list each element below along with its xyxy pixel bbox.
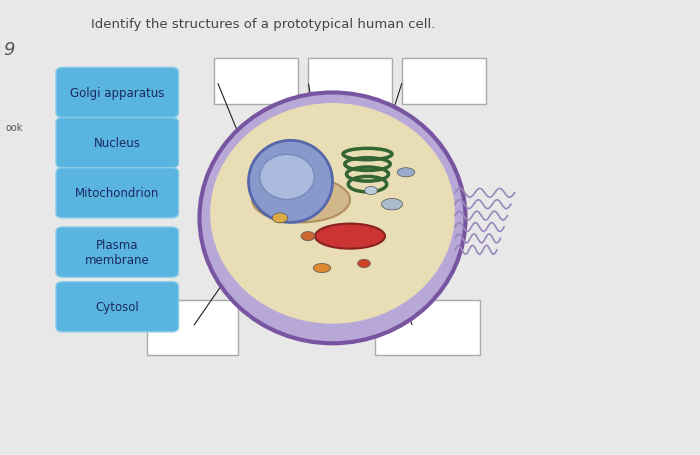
Ellipse shape <box>314 264 330 273</box>
Ellipse shape <box>210 104 455 324</box>
Text: Cytosol: Cytosol <box>95 301 139 313</box>
Ellipse shape <box>248 141 332 223</box>
FancyBboxPatch shape <box>56 118 178 168</box>
Ellipse shape <box>301 232 315 241</box>
Ellipse shape <box>398 168 414 177</box>
Text: 9: 9 <box>4 41 15 59</box>
FancyBboxPatch shape <box>374 300 480 355</box>
Text: ook: ook <box>6 122 23 132</box>
FancyBboxPatch shape <box>402 59 486 105</box>
Text: Plasma
membrane: Plasma membrane <box>85 238 150 267</box>
Text: Mitochondrion: Mitochondrion <box>75 187 160 200</box>
Ellipse shape <box>252 177 350 223</box>
Text: Nucleus: Nucleus <box>94 137 141 150</box>
Ellipse shape <box>365 187 377 195</box>
FancyBboxPatch shape <box>214 59 298 105</box>
Ellipse shape <box>199 93 466 344</box>
FancyBboxPatch shape <box>56 282 178 332</box>
FancyBboxPatch shape <box>56 168 178 218</box>
FancyBboxPatch shape <box>56 68 178 118</box>
Ellipse shape <box>260 155 314 200</box>
Ellipse shape <box>358 260 370 268</box>
FancyBboxPatch shape <box>147 300 238 355</box>
FancyBboxPatch shape <box>56 228 178 278</box>
Text: Identify the structures of a prototypical human cell.: Identify the structures of a prototypica… <box>91 18 435 31</box>
Ellipse shape <box>382 199 402 210</box>
Text: Golgi apparatus: Golgi apparatus <box>70 87 164 100</box>
Ellipse shape <box>315 224 385 249</box>
Ellipse shape <box>272 213 288 223</box>
FancyBboxPatch shape <box>308 59 392 105</box>
